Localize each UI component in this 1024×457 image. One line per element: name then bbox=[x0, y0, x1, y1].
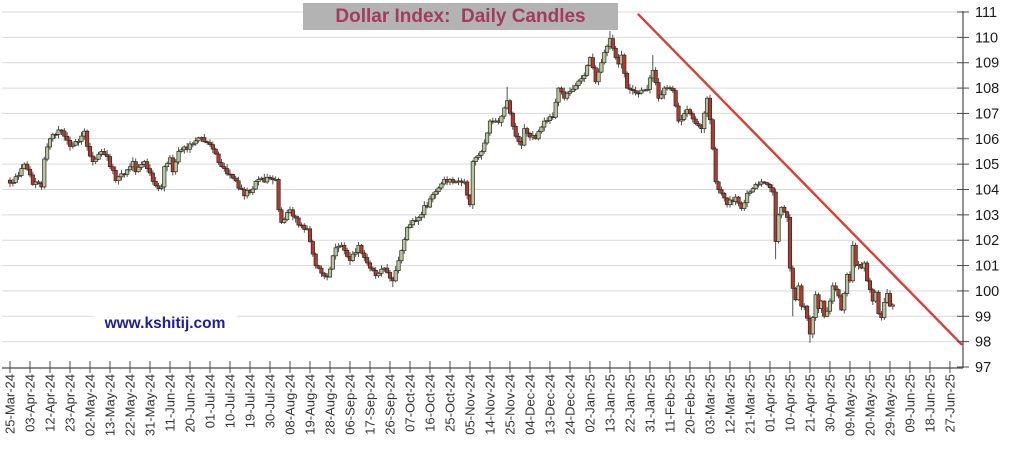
watermark: www.kshitij.com bbox=[93, 311, 237, 337]
svg-text:05-Nov-24: 05-Nov-24 bbox=[462, 374, 477, 435]
svg-text:20-May-25: 20-May-25 bbox=[862, 374, 877, 436]
svg-text:31-Jan-25: 31-Jan-25 bbox=[642, 374, 657, 433]
y-axis bbox=[957, 11, 969, 368]
svg-text:97: 97 bbox=[975, 360, 991, 376]
svg-text:09-Jun-25: 09-Jun-25 bbox=[902, 374, 917, 433]
svg-text:108: 108 bbox=[975, 81, 999, 97]
svg-text:24-Dec-24: 24-Dec-24 bbox=[562, 374, 577, 435]
svg-text:09-May-25: 09-May-25 bbox=[842, 374, 857, 436]
x-axis bbox=[2, 361, 963, 373]
svg-text:100: 100 bbox=[975, 284, 999, 300]
y-tick-labels: 97 98 99 100 101 102 103 104 105 106 107 108 109 110 1… bbox=[975, 5, 999, 376]
svg-text:02-May-24: 02-May-24 bbox=[82, 374, 97, 436]
svg-text:25-Nov-24: 25-Nov-24 bbox=[502, 374, 517, 435]
svg-text:01-Apr-25: 01-Apr-25 bbox=[762, 374, 777, 432]
svg-text:02-Jan-25: 02-Jan-25 bbox=[582, 374, 597, 433]
svg-text:12-Mar-25: 12-Mar-25 bbox=[722, 374, 737, 434]
svg-text:21-Apr-25: 21-Apr-25 bbox=[802, 374, 817, 432]
svg-text:106: 106 bbox=[975, 132, 999, 148]
svg-text:109: 109 bbox=[975, 56, 999, 72]
svg-text:07-Oct-24: 07-Oct-24 bbox=[402, 374, 417, 432]
svg-text:13-Jan-25: 13-Jan-25 bbox=[602, 374, 617, 433]
svg-text:30-Jul-24: 30-Jul-24 bbox=[262, 374, 277, 428]
trendline bbox=[637, 13, 963, 346]
svg-text:98: 98 bbox=[975, 335, 991, 351]
svg-text:110: 110 bbox=[975, 30, 998, 46]
svg-text:10-Apr-25: 10-Apr-25 bbox=[782, 374, 797, 432]
svg-text:08-Aug-24: 08-Aug-24 bbox=[282, 374, 297, 435]
svg-text:16-Oct-24: 16-Oct-24 bbox=[422, 374, 437, 432]
svg-text:25-Mar-24: 25-Mar-24 bbox=[3, 374, 18, 434]
svg-text:102: 102 bbox=[975, 233, 999, 249]
svg-text:28-Aug-24: 28-Aug-24 bbox=[322, 374, 337, 435]
y-gridlines bbox=[2, 11, 963, 343]
svg-text:13-Dec-24: 13-Dec-24 bbox=[542, 374, 557, 435]
svg-text:29-May-25: 29-May-25 bbox=[882, 374, 897, 436]
svg-text:27-Jun-25: 27-Jun-25 bbox=[942, 374, 957, 433]
svg-text:12-Apr-24: 12-Apr-24 bbox=[42, 374, 57, 432]
svg-text:22-Jan-25: 22-Jan-25 bbox=[622, 374, 637, 433]
chart-title: Dollar Index: Daily Candles bbox=[303, 3, 618, 30]
svg-text:19-Aug-24: 19-Aug-24 bbox=[302, 374, 317, 435]
svg-text:99: 99 bbox=[975, 309, 991, 325]
svg-text:20-Jun-24: 20-Jun-24 bbox=[182, 374, 197, 433]
svg-text:107: 107 bbox=[975, 106, 999, 122]
svg-text:19-Jul-24: 19-Jul-24 bbox=[242, 374, 257, 428]
svg-text:103: 103 bbox=[975, 208, 999, 224]
svg-text:20-Feb-25: 20-Feb-25 bbox=[682, 374, 697, 434]
svg-text:23-Apr-24: 23-Apr-24 bbox=[62, 374, 77, 432]
svg-text:101: 101 bbox=[975, 259, 999, 275]
svg-text:25-Oct-24: 25-Oct-24 bbox=[442, 374, 457, 432]
x-tick-labels: 25-Mar-24 03-Apr-24 12-Apr-24 23-Apr-24 02-M… bbox=[3, 374, 958, 436]
svg-text:30-Apr-25: 30-Apr-25 bbox=[822, 374, 837, 432]
svg-text:11-Jun-24: 11-Jun-24 bbox=[162, 374, 177, 432]
svg-text:03-Mar-25: 03-Mar-25 bbox=[702, 374, 717, 434]
svg-text:18-Jun-25: 18-Jun-25 bbox=[922, 374, 937, 433]
svg-text:21-Mar-25: 21-Mar-25 bbox=[742, 374, 757, 434]
svg-text:104: 104 bbox=[975, 183, 999, 199]
svg-text:13-May-24: 13-May-24 bbox=[102, 374, 117, 436]
svg-text:111: 111 bbox=[975, 5, 997, 21]
svg-text:10-Jul-24: 10-Jul-24 bbox=[222, 374, 237, 428]
svg-text:01-Jul-24: 01-Jul-24 bbox=[202, 374, 217, 428]
svg-text:03-Apr-24: 03-Apr-24 bbox=[22, 374, 37, 432]
svg-text:105: 105 bbox=[975, 157, 999, 173]
svg-text:17-Sep-24: 17-Sep-24 bbox=[362, 374, 377, 435]
svg-text:06-Sep-24: 06-Sep-24 bbox=[342, 374, 357, 435]
svg-text:11-Feb-25: 11-Feb-25 bbox=[662, 374, 677, 433]
svg-text:04-Dec-24: 04-Dec-24 bbox=[522, 374, 537, 435]
svg-text:22-May-24: 22-May-24 bbox=[122, 374, 137, 436]
svg-text:26-Sep-24: 26-Sep-24 bbox=[382, 374, 397, 435]
svg-text:14-Nov-24: 14-Nov-24 bbox=[482, 374, 497, 435]
svg-text:31-May-24: 31-May-24 bbox=[142, 374, 157, 436]
candles bbox=[7, 31, 895, 343]
